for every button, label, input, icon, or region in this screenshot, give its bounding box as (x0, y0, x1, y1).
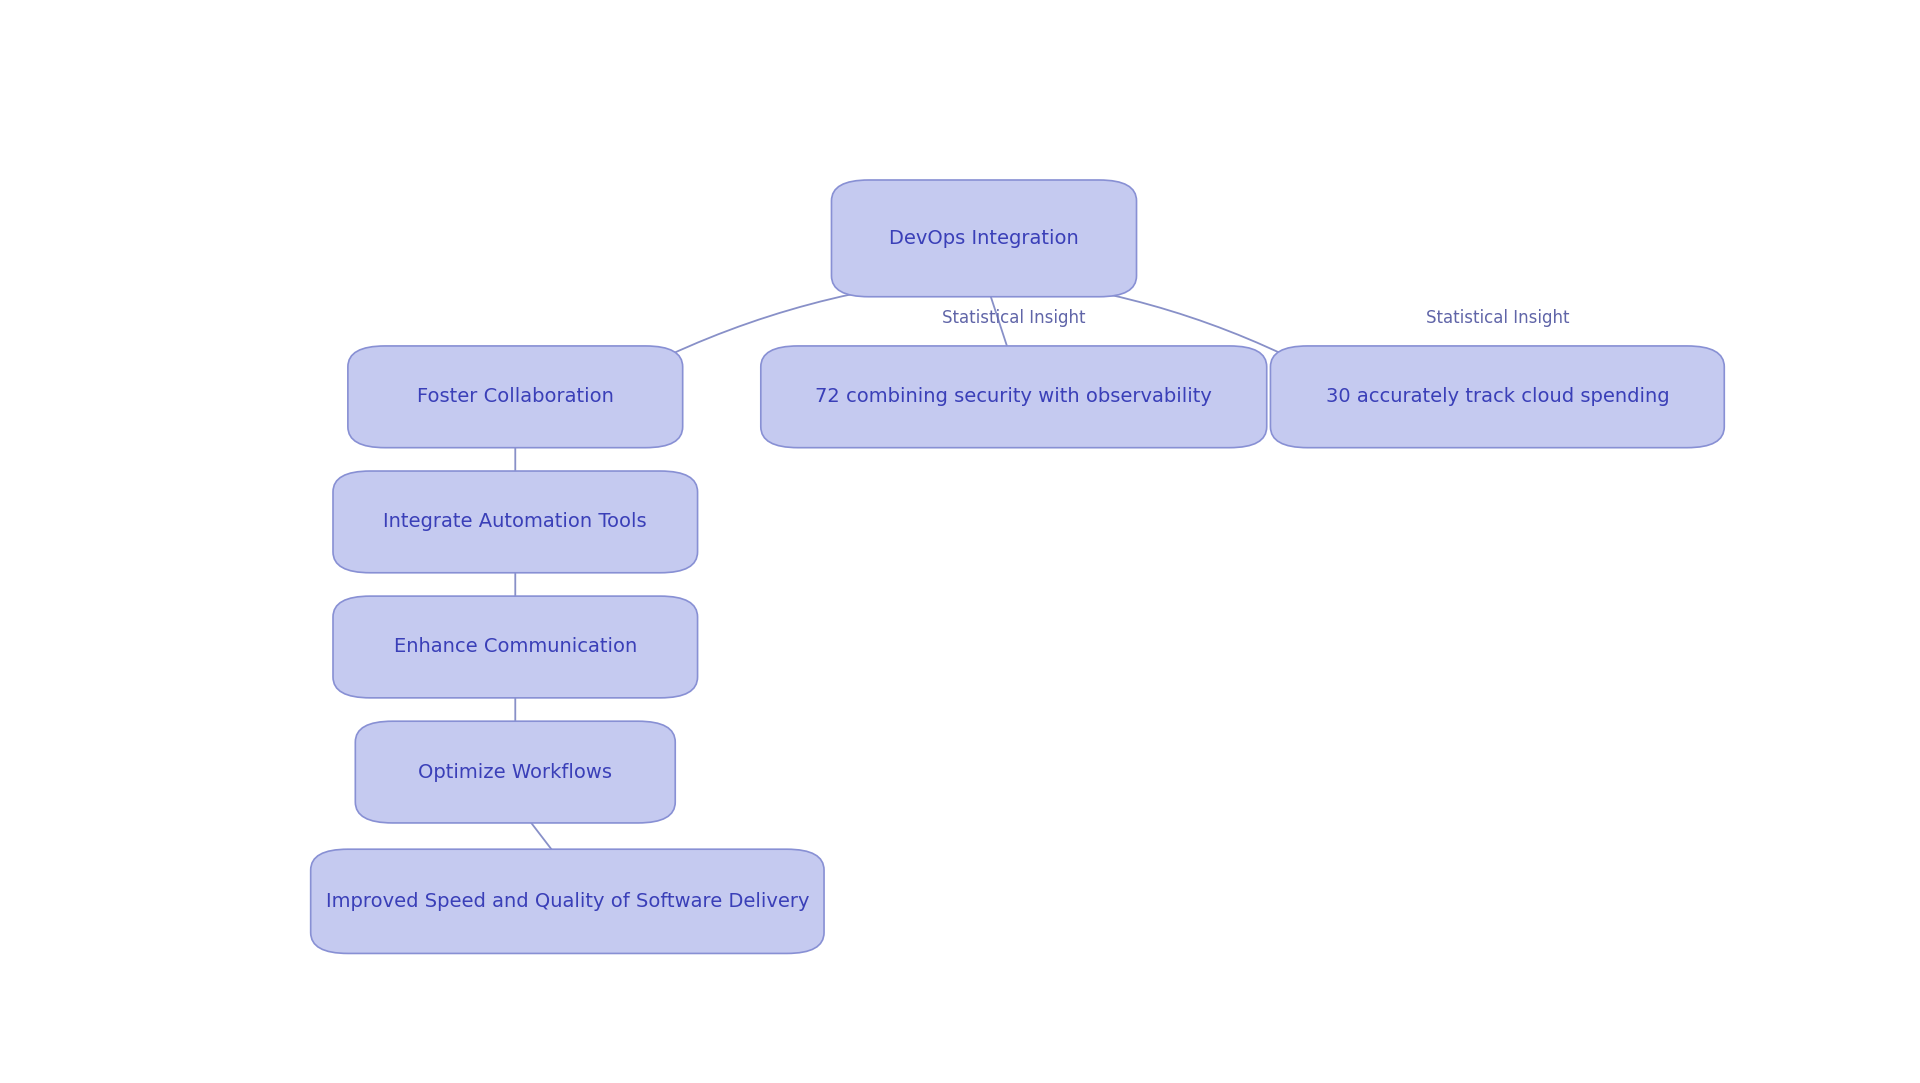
Text: 30 accurately track cloud spending: 30 accurately track cloud spending (1325, 388, 1668, 406)
Text: Foster Collaboration: Foster Collaboration (417, 388, 614, 406)
FancyBboxPatch shape (311, 849, 824, 953)
FancyBboxPatch shape (355, 721, 676, 823)
Text: Improved Speed and Quality of Software Delivery: Improved Speed and Quality of Software D… (326, 891, 808, 911)
FancyBboxPatch shape (332, 471, 697, 573)
FancyBboxPatch shape (1271, 345, 1724, 447)
FancyBboxPatch shape (831, 180, 1137, 297)
Text: DevOps Integration: DevOps Integration (889, 229, 1079, 248)
FancyBboxPatch shape (348, 345, 684, 447)
FancyBboxPatch shape (332, 596, 697, 697)
FancyBboxPatch shape (760, 345, 1267, 447)
Text: Optimize Workflows: Optimize Workflows (419, 762, 612, 782)
Text: Statistical Insight: Statistical Insight (943, 309, 1085, 327)
Text: 72 combining security with observability: 72 combining security with observability (816, 388, 1212, 406)
Text: Integrate Automation Tools: Integrate Automation Tools (384, 512, 647, 532)
Text: Enhance Communication: Enhance Communication (394, 638, 637, 656)
Text: Statistical Insight: Statistical Insight (1427, 309, 1569, 327)
